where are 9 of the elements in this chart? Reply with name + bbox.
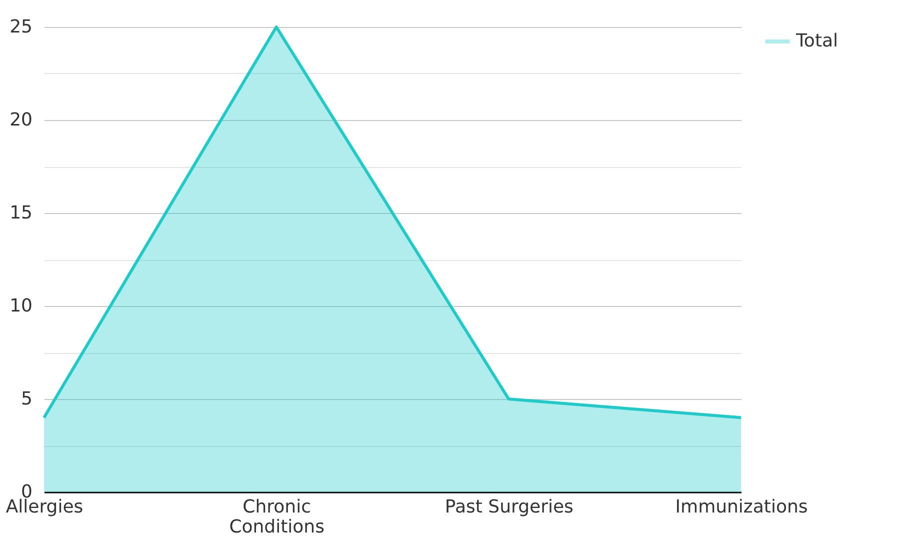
x-tick-label: Past Surgeries — [444, 496, 574, 518]
y-tick-label: 10 — [10, 296, 32, 316]
y-tick-label: 15 — [10, 202, 32, 224]
y-tick-label: 5 — [21, 388, 32, 410]
y-tick-label: 25 — [10, 16, 32, 38]
x-tick-label: Chronic Conditions — [229, 496, 324, 538]
x-tick-label: Immunizations — [675, 496, 808, 518]
legend-label: Total — [795, 30, 838, 52]
y-tick-label: 20 — [10, 110, 32, 130]
